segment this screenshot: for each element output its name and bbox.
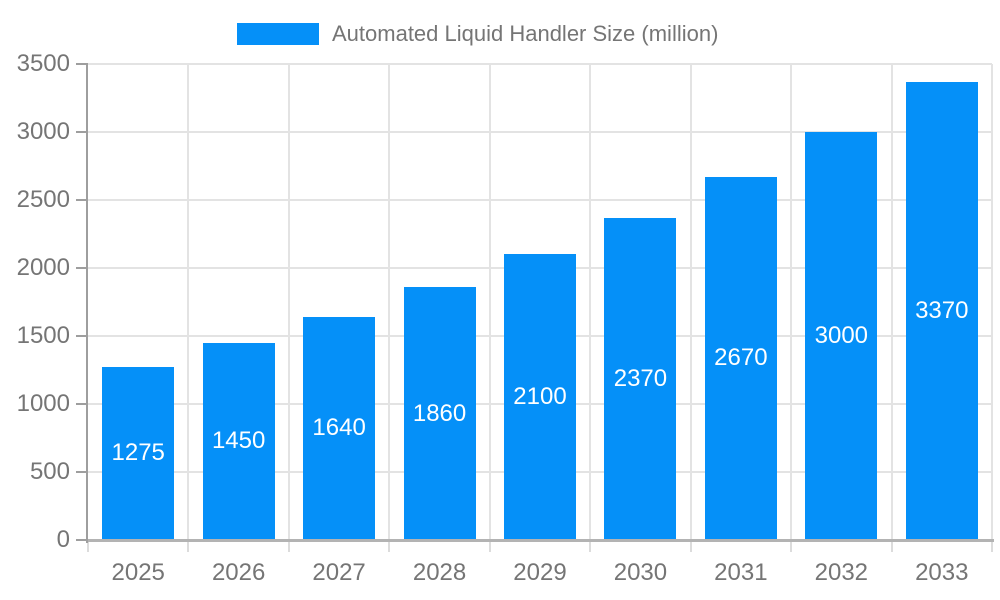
x-axis-tick xyxy=(488,541,491,552)
x-axis-label: 2027 xyxy=(312,559,366,586)
x-axis-tick xyxy=(187,541,190,552)
bar xyxy=(704,176,777,540)
y-axis-tick xyxy=(76,539,88,541)
y-gridline xyxy=(88,131,992,133)
x-gridline xyxy=(488,64,491,540)
x-axis-tick xyxy=(790,541,793,552)
y-axis-label: 500 xyxy=(29,458,70,485)
y-axis-line xyxy=(86,64,88,543)
x-gridline xyxy=(187,64,190,540)
bar-value-label: 2100 xyxy=(513,383,567,411)
bar xyxy=(504,254,576,540)
x-axis-tick xyxy=(287,541,290,552)
y-axis-label: 1500 xyxy=(16,322,70,349)
y-axis-tick xyxy=(76,471,88,473)
bar xyxy=(202,342,275,540)
legend[interactable]: Automated Liquid Handler Size (million) xyxy=(237,21,718,47)
x-axis-label: 2031 xyxy=(714,559,768,586)
y-axis-label: 1000 xyxy=(16,390,70,417)
bar xyxy=(604,217,677,540)
x-axis-label: 2028 xyxy=(412,559,467,586)
x-axis-label: 2025 xyxy=(111,559,165,586)
x-axis-label: 2033 xyxy=(915,559,969,586)
legend-swatch xyxy=(237,23,319,45)
bar xyxy=(905,81,978,540)
x-axis-tick xyxy=(589,541,592,552)
y-gridline xyxy=(88,63,992,65)
y-axis-tick xyxy=(76,63,88,65)
y-axis-tick xyxy=(76,199,88,201)
bar-value-label: 1860 xyxy=(412,399,467,427)
x-axis-tick xyxy=(689,541,692,552)
bar xyxy=(403,287,476,540)
x-axis-label: 2030 xyxy=(613,559,668,586)
bar xyxy=(805,132,878,540)
y-axis-label: 2000 xyxy=(16,254,70,281)
bar-value-label: 1450 xyxy=(211,427,266,455)
x-axis-label: 2029 xyxy=(513,559,567,586)
x-axis-tick xyxy=(991,541,993,552)
x-gridline xyxy=(890,64,893,540)
bar xyxy=(102,366,175,540)
y-axis-label: 3000 xyxy=(16,118,70,145)
bar-value-label: 3000 xyxy=(814,322,869,349)
y-axis-label: 2500 xyxy=(16,186,70,213)
bar-value-label: 2370 xyxy=(613,364,668,392)
y-axis-tick xyxy=(76,267,88,269)
x-axis-tick xyxy=(890,541,893,552)
x-axis-line xyxy=(88,539,994,542)
x-gridline xyxy=(991,64,993,540)
y-axis-label: 0 xyxy=(56,526,70,553)
x-gridline xyxy=(589,64,592,540)
bar-value-label: 2670 xyxy=(714,344,768,372)
x-axis-label: 2032 xyxy=(814,559,869,586)
x-gridline xyxy=(287,64,290,540)
x-axis-label: 2026 xyxy=(211,559,266,586)
bar xyxy=(303,316,376,540)
y-axis-tick xyxy=(76,403,88,405)
y-axis-tick xyxy=(76,335,88,337)
x-gridline xyxy=(689,64,692,540)
x-gridline xyxy=(388,64,391,540)
legend-label: Automated Liquid Handler Size (million) xyxy=(332,21,719,46)
y-axis-label: 3500 xyxy=(16,50,70,77)
bar-value-label: 3370 xyxy=(915,296,969,324)
bar-value-label: 1640 xyxy=(312,414,366,442)
y-axis-tick xyxy=(76,131,88,133)
x-axis-tick xyxy=(87,541,89,552)
y-gridline xyxy=(88,199,992,201)
bar-value-label: 1275 xyxy=(111,439,165,467)
x-axis-tick xyxy=(388,541,391,552)
x-gridline xyxy=(790,64,793,540)
